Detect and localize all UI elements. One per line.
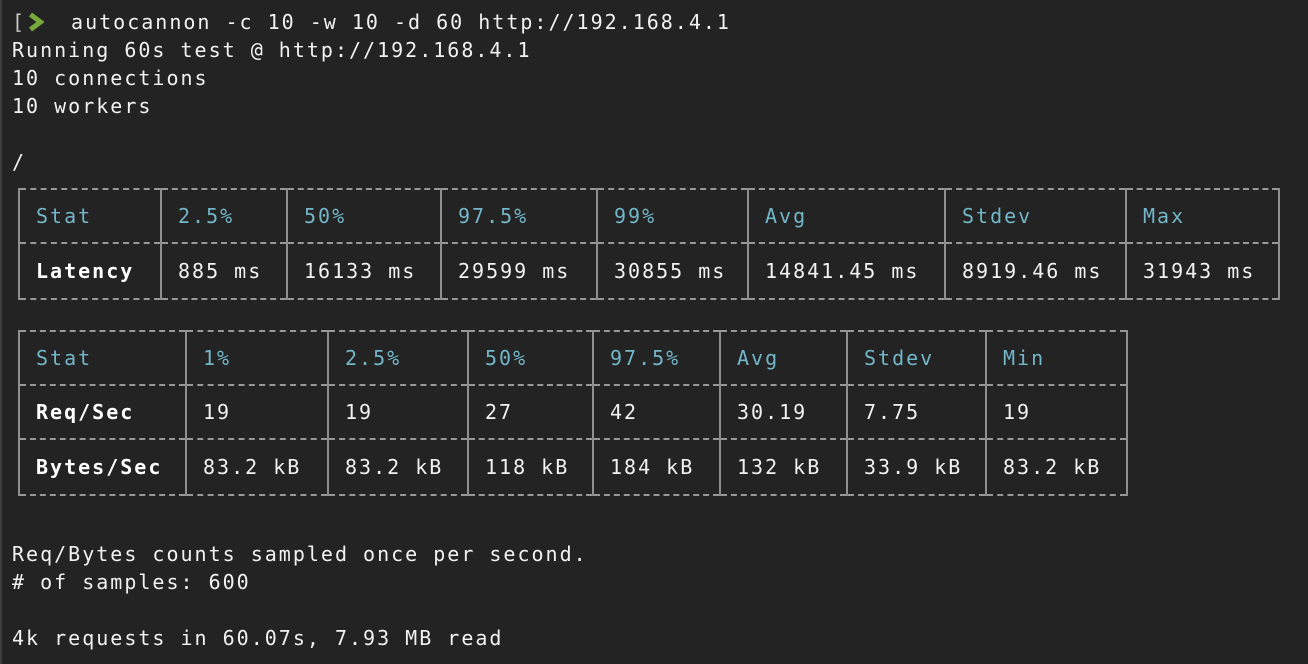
table-cell: 14841.45 ms (747, 242, 946, 300)
column-header: Stat (18, 330, 187, 386)
column-header: Min (985, 330, 1128, 386)
summary-line: 4k requests in 60.07s, 7.93 MB read (12, 626, 504, 650)
throughput-table-header-row: Stat 1% 2.5% 50% 97.5% Avg Stdev Min (18, 330, 1128, 386)
workers-line: 10 workers (12, 94, 153, 118)
row-label: Bytes/Sec (18, 438, 187, 496)
column-header: Avg (747, 188, 946, 244)
running-line: Running 60s test @ http://192.168.4.1 (12, 38, 532, 62)
throughput-table: Stat 1% 2.5% 50% 97.5% Avg Stdev Min Req… (18, 330, 1128, 496)
column-header: 2.5% (160, 188, 288, 244)
row-label: Req/Sec (18, 384, 187, 440)
table-cell: 118 kB (467, 438, 594, 496)
column-header: Stdev (846, 330, 987, 386)
column-header: 97.5% (592, 330, 721, 386)
table-cell: 33.9 kB (846, 438, 987, 496)
table-cell: 30.19 (719, 384, 848, 440)
table-cell: 42 (592, 384, 721, 440)
blank-line (12, 120, 1308, 148)
table-cell: 83.2 kB (327, 438, 469, 496)
table-cell: 7.75 (846, 384, 987, 440)
column-header: 50% (467, 330, 594, 386)
column-header: Max (1125, 188, 1280, 244)
path-line: / (12, 150, 27, 174)
row-label: Latency (18, 242, 162, 300)
table-row: Latency 885 ms 16133 ms 29599 ms 30855 m… (18, 242, 1280, 300)
footer-block: Req/Bytes counts sampled once per second… (12, 540, 1308, 652)
table-cell: 16133 ms (286, 242, 442, 300)
chevron-right-icon (27, 12, 45, 32)
table-row: Req/Sec 19 19 27 42 30.19 7.75 19 (18, 384, 1128, 440)
column-header: 99% (596, 188, 749, 244)
column-header: Avg (719, 330, 848, 386)
samples-count-line: # of samples: 600 (12, 570, 251, 594)
table-cell: 30855 ms (596, 242, 749, 300)
column-header: 2.5% (327, 330, 469, 386)
table-cell: 27 (467, 384, 594, 440)
column-header: 97.5% (440, 188, 598, 244)
table-cell: 83.2 kB (985, 438, 1128, 496)
table-cell: 19 (327, 384, 469, 440)
table-cell: 184 kB (592, 438, 721, 496)
column-header: Stat (18, 188, 162, 244)
connections-line: 10 connections (12, 66, 209, 90)
table-cell: 83.2 kB (185, 438, 329, 496)
table-row: Bytes/Sec 83.2 kB 83.2 kB 118 kB 184 kB … (18, 438, 1128, 496)
latency-table-header-row: Stat 2.5% 50% 97.5% 99% Avg Stdev Max (18, 188, 1280, 244)
latency-table: Stat 2.5% 50% 97.5% 99% Avg Stdev Max La… (18, 188, 1280, 300)
table-cell: 19 (985, 384, 1128, 440)
column-header: Stdev (944, 188, 1127, 244)
column-header: 1% (185, 330, 329, 386)
table-cell: 132 kB (719, 438, 848, 496)
prompt-bracket: [ (12, 10, 27, 34)
table-cell: 31943 ms (1125, 242, 1280, 300)
table-cell: 19 (185, 384, 329, 440)
blank-line (12, 596, 1308, 624)
table-cell: 8919.46 ms (944, 242, 1127, 300)
command-text: autocannon -c 10 -w 10 -d 60 http://192.… (71, 10, 731, 34)
table-cell: 885 ms (160, 242, 288, 300)
table-cell: 29599 ms (440, 242, 598, 300)
column-header: 50% (286, 188, 442, 244)
sampled-note-line: Req/Bytes counts sampled once per second… (12, 542, 588, 566)
prompt-line: [ autocannon -c 10 -w 10 -d 60 http://192… (12, 8, 1308, 36)
